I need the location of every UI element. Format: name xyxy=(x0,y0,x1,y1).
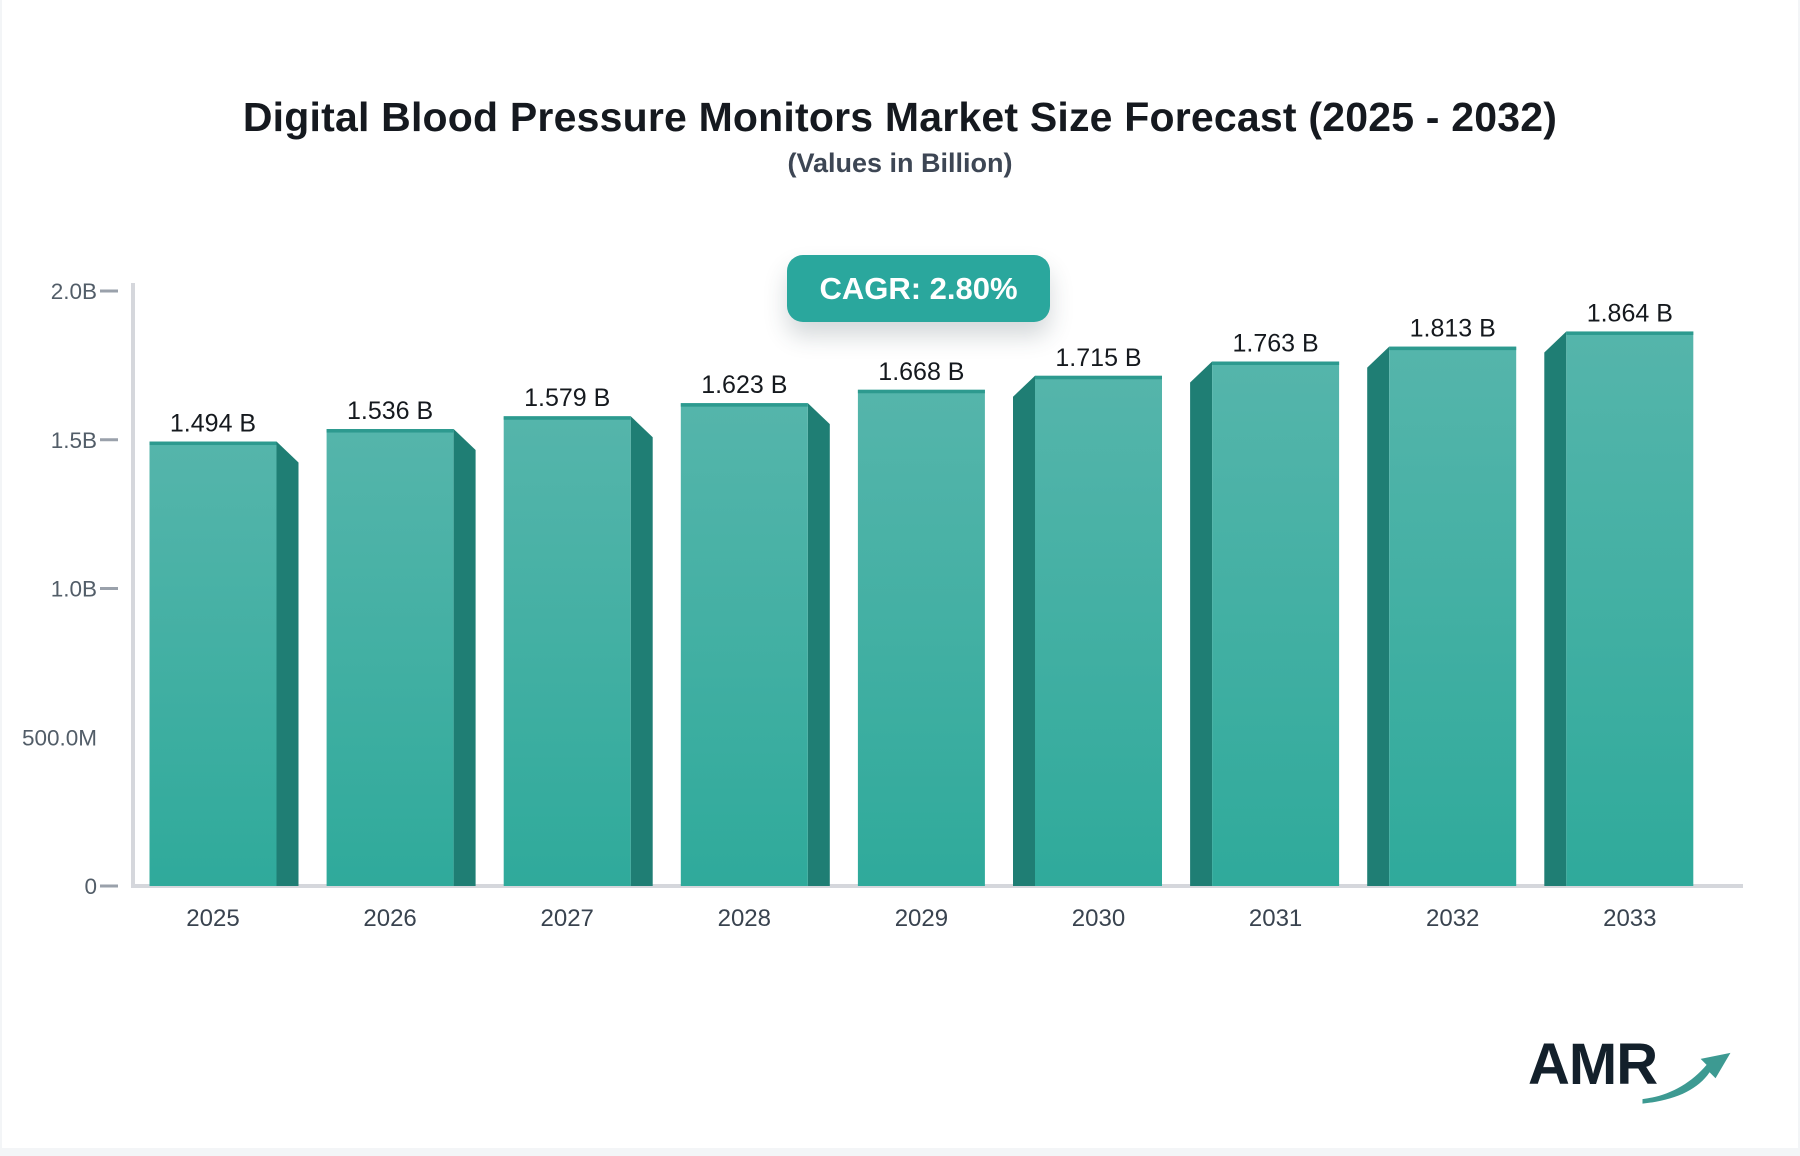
y-tick-label: 1.0B xyxy=(51,577,97,602)
bar-group-2033: 1.864 B 2033 xyxy=(1544,299,1694,932)
y-tick-label: 2.0B xyxy=(51,279,97,304)
bar-group-2030: 1.715 B 2030 xyxy=(1013,344,1162,932)
y-tick-label: 0 xyxy=(84,874,97,899)
bar-side-face xyxy=(630,416,653,886)
chart-subtitle: (Values in Billion) xyxy=(787,148,1013,178)
bar-group-2031: 1.763 B 2031 xyxy=(1190,330,1340,932)
bar-side-face xyxy=(276,441,299,886)
bar-value-label: 1.864 B xyxy=(1587,299,1673,327)
bar-front-face xyxy=(857,389,985,886)
bar-side-face xyxy=(453,429,476,886)
bar-top-edge xyxy=(503,416,631,420)
x-tick-label: 2029 xyxy=(895,905,948,932)
amr-logo: AMR xyxy=(1528,1032,1738,1112)
x-tick-label: 2026 xyxy=(363,905,416,932)
y-tick-label: 500.0M xyxy=(22,725,97,750)
bar-front-face xyxy=(503,416,631,886)
growth-arrow-icon xyxy=(1642,1052,1731,1104)
bar-top-edge xyxy=(857,389,985,394)
bar-top-edge xyxy=(326,429,454,433)
x-tick-label: 2027 xyxy=(541,905,594,932)
bar-value-label: 1.579 B xyxy=(524,384,610,412)
bar-group-2026: 1.536 B 2026 xyxy=(326,397,476,932)
x-tick-label: 2028 xyxy=(718,905,771,932)
bar-side-face xyxy=(1544,331,1567,887)
bar-front-face xyxy=(1035,375,1162,886)
x-tick-label: 2025 xyxy=(186,905,239,932)
y-tick-label: 1.5B xyxy=(51,428,97,453)
bar-value-label: 1.715 B xyxy=(1055,344,1141,372)
bar-value-label: 1.623 B xyxy=(701,371,787,399)
bar-value-label: 1.494 B xyxy=(170,410,256,438)
x-tick-label: 2033 xyxy=(1603,905,1656,932)
chart-title: Digital Blood Pressure Monitors Market S… xyxy=(242,94,1558,140)
bar-front-face xyxy=(1566,331,1694,887)
bar-top-edge xyxy=(149,441,277,446)
bar-side-face xyxy=(1367,346,1390,886)
bar-group-2029: 1.668 B 2029 xyxy=(857,358,985,932)
bar-top-edge xyxy=(1212,361,1340,366)
bar-top-edge xyxy=(1389,346,1517,351)
bar-side-face xyxy=(807,403,830,886)
bar-front-face xyxy=(1389,346,1517,886)
bar-group-2032: 1.813 B 2032 xyxy=(1367,315,1517,932)
bar-value-label: 1.763 B xyxy=(1233,330,1319,358)
bar-value-label: 1.536 B xyxy=(347,397,433,425)
bar-top-edge xyxy=(1566,331,1694,335)
x-tick-label: 2032 xyxy=(1426,905,1479,932)
bar-front-face xyxy=(326,429,454,886)
bar-top-edge xyxy=(680,403,808,407)
bar-side-face xyxy=(1013,375,1035,886)
bar-front-face xyxy=(680,403,808,886)
x-tick-label: 2031 xyxy=(1249,905,1302,932)
bar-front-face xyxy=(1212,361,1340,886)
bar-group-2027: 1.579 B 2027 xyxy=(503,384,653,932)
cagr-badge-label: CAGR: 2.80% xyxy=(819,270,1018,306)
bar-group-2028: 1.623 B 2028 xyxy=(680,371,830,932)
cagr-badge: CAGR: 2.80% xyxy=(787,255,1050,322)
bar-front-face xyxy=(149,441,277,886)
bar-value-label: 1.813 B xyxy=(1410,315,1496,343)
x-tick-label: 2030 xyxy=(1072,905,1125,932)
bar-top-edge xyxy=(1035,375,1162,380)
amr-logo-text: AMR xyxy=(1528,1032,1658,1097)
bar-value-label: 1.668 B xyxy=(878,358,964,386)
bar-side-face xyxy=(1190,361,1213,886)
bar-group-2025: 1.494 B 2025 xyxy=(149,410,299,932)
